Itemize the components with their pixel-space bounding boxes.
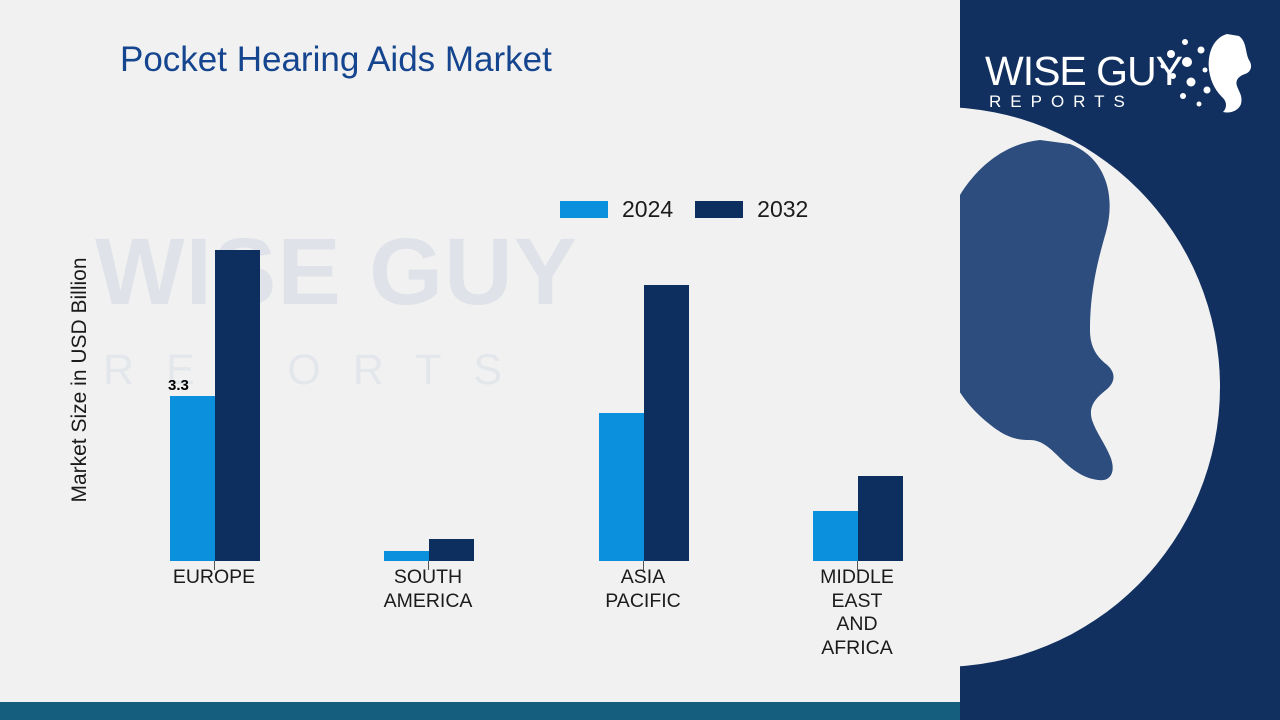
footer-accent-strip bbox=[0, 702, 960, 720]
x-axis-label-middle-east-and-africa: MIDDLE EAST AND AFRICA bbox=[767, 566, 947, 660]
legend-label-2032: 2032 bbox=[757, 196, 809, 222]
x-axis-label-asia-pacific: ASIA PACIFIC bbox=[553, 566, 733, 613]
x-axis-label-europe: EUROPE bbox=[124, 566, 304, 590]
chart-plot-area: Market Size in USD Billion 2024 2032 EUR… bbox=[68, 196, 947, 660]
brand-side-panel bbox=[960, 0, 1280, 720]
legend-swatch-2032 bbox=[695, 201, 744, 218]
x-axis-label-line: SOUTH bbox=[393, 566, 463, 588]
x-axis-label-line: EUROPE bbox=[172, 566, 256, 588]
x-axis-label-south-america: SOUTH AMERICA bbox=[338, 566, 518, 613]
x-axis-label-line: AND bbox=[836, 613, 878, 635]
bar-south-america-2024 bbox=[384, 551, 429, 561]
bar-south-america-2032 bbox=[429, 539, 474, 561]
bar-europe-2032 bbox=[215, 250, 260, 561]
logo-primary-text: WISE GUY bbox=[985, 48, 1183, 94]
head-profile-silhouette bbox=[960, 140, 1114, 481]
legend-label-2024: 2024 bbox=[622, 196, 674, 222]
legend-item-2024[interactable]: 2024 bbox=[560, 196, 673, 223]
x-axis-label-line: AFRICA bbox=[821, 636, 893, 659]
x-axis-label-line: PACIFIC bbox=[605, 589, 681, 612]
bar-value-label: 3.3 bbox=[168, 377, 189, 394]
chart-bars-layer: EUROPE SOUTH AMERICA ASIA PACIFIC MIDDLE EAST A… bbox=[124, 250, 947, 660]
wiseguy-reports-logo: WISE GUY REPORTS bbox=[985, 28, 1270, 116]
bar-asia-pacific-2032 bbox=[644, 285, 689, 561]
x-axis-label-line: AMERICA bbox=[383, 589, 473, 612]
chart-title: Pocket Hearing Aids Market bbox=[120, 40, 552, 79]
bar-europe-2024 bbox=[170, 396, 215, 561]
x-axis-tick bbox=[857, 561, 858, 570]
legend-item-2032[interactable]: 2032 bbox=[695, 196, 808, 223]
x-axis-label-line: ASIA bbox=[620, 566, 666, 588]
bar-asia-pacific-2024 bbox=[599, 413, 644, 561]
dot-pattern-decoration bbox=[960, 150, 990, 570]
x-axis-label-line: EAST bbox=[831, 589, 883, 612]
x-axis-tick bbox=[214, 561, 215, 570]
x-axis-tick bbox=[428, 561, 429, 570]
legend-swatch-2024 bbox=[560, 201, 608, 218]
x-axis-tick bbox=[643, 561, 644, 570]
logo-head-icon bbox=[1160, 34, 1252, 113]
bar-middle-east-and-africa-2024 bbox=[813, 511, 858, 561]
logo-secondary-text: REPORTS bbox=[989, 92, 1134, 111]
x-axis-label-line: MIDDLE bbox=[820, 566, 894, 588]
bar-middle-east-and-africa-2032 bbox=[858, 476, 903, 561]
chart-legend: 2024 2032 bbox=[560, 196, 808, 223]
